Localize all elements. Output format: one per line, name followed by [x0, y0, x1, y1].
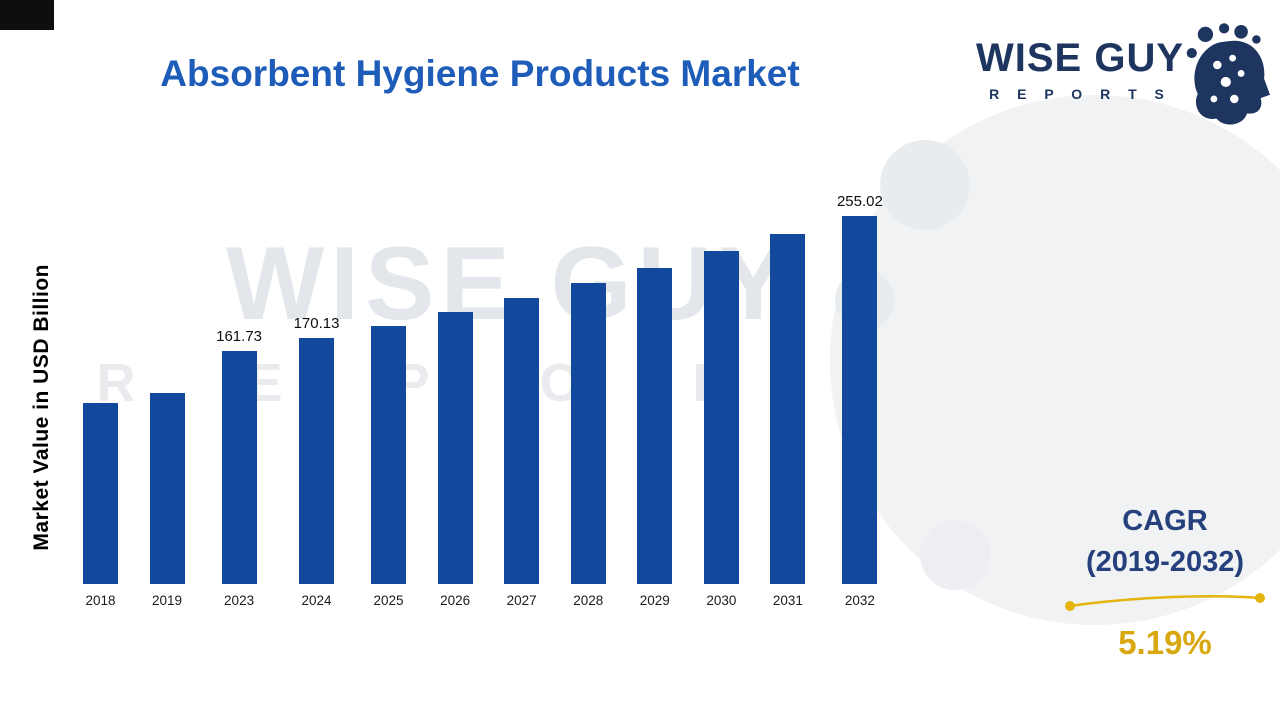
cagr-panel: CAGR (2019-2032) 5.19% [1058, 505, 1272, 662]
bar-group-2018: 2018 [83, 403, 118, 608]
bar-2023 [221, 351, 257, 584]
x-tick-label-2027: 2027 [506, 593, 537, 608]
x-tick-label-2018: 2018 [85, 593, 116, 608]
bar-value-label-2023: 161.73 [216, 328, 263, 345]
corner-mark [0, 0, 54, 30]
cagr-value: 5.19% [1118, 624, 1212, 661]
bar-group-2029: 2029 [637, 268, 673, 608]
x-tick-label-2028: 2028 [573, 593, 604, 608]
bar-2024 [299, 338, 335, 584]
page-title: Absorbent Hygiene Products Market [160, 52, 800, 94]
bar-group-2026: 2026 [437, 312, 473, 608]
logo-wordmark: WISE GUY [975, 36, 1185, 80]
bar-group-2023: 161.73 2023 [216, 328, 262, 608]
logo-text: WISE GUY R E P O R T S [975, 36, 1185, 102]
bar-2032 [842, 216, 878, 584]
logo: WISE GUY R E P O R T S [975, 16, 1270, 141]
bar-group-2019: 2019 [149, 393, 185, 608]
bar-group-2024: 170.13 2024 [294, 315, 340, 608]
x-tick-label-2030: 2030 [706, 593, 737, 608]
bar-value-label-2024: 170.13 [293, 315, 340, 332]
bar-2026 [437, 312, 473, 584]
cagr-label: CAGR [1122, 505, 1208, 537]
watermark-dot [920, 520, 990, 590]
bar-chart: 2018 2019 161.73 2023 170.13 2024 2025 2026 2027… [83, 193, 883, 608]
bar-2019 [149, 393, 185, 584]
cagr-divider-line [1065, 593, 1265, 611]
bar-group-2028: 2028 [570, 283, 606, 608]
x-tick-label-2023: 2023 [224, 593, 255, 608]
bar-2018 [83, 403, 118, 584]
logo-head-icon [1186, 23, 1270, 125]
bar-group-2031: 2031 [770, 234, 806, 608]
logo-subtext: R E P O R T S [989, 86, 1171, 102]
bar-group-2025: 2025 [371, 326, 407, 608]
bar-group-2032: 255.02 2032 [837, 193, 883, 608]
bar-2027 [504, 298, 540, 584]
watermark-dot [880, 140, 970, 230]
bar-2028 [570, 283, 606, 584]
x-tick-label-2029: 2029 [639, 593, 670, 608]
y-axis-label: Market Value in USD Billion [30, 264, 53, 551]
bar-group-2027: 2027 [504, 298, 540, 608]
bar-2025 [371, 326, 407, 584]
bar-2031 [770, 234, 806, 584]
x-tick-label-2031: 2031 [772, 593, 803, 608]
bar-group-2030: 2030 [703, 251, 739, 608]
x-tick-label-2026: 2026 [440, 593, 471, 608]
bar-2030 [703, 251, 739, 584]
x-tick-label-2024: 2024 [301, 593, 332, 608]
x-tick-label-2019: 2019 [152, 593, 183, 608]
x-tick-label-2032: 2032 [844, 593, 875, 608]
bar-value-label-2032: 255.02 [836, 193, 883, 210]
cagr-range: (2019-2032) [1086, 546, 1244, 578]
bar-2029 [637, 268, 673, 584]
x-tick-label-2025: 2025 [373, 593, 404, 608]
